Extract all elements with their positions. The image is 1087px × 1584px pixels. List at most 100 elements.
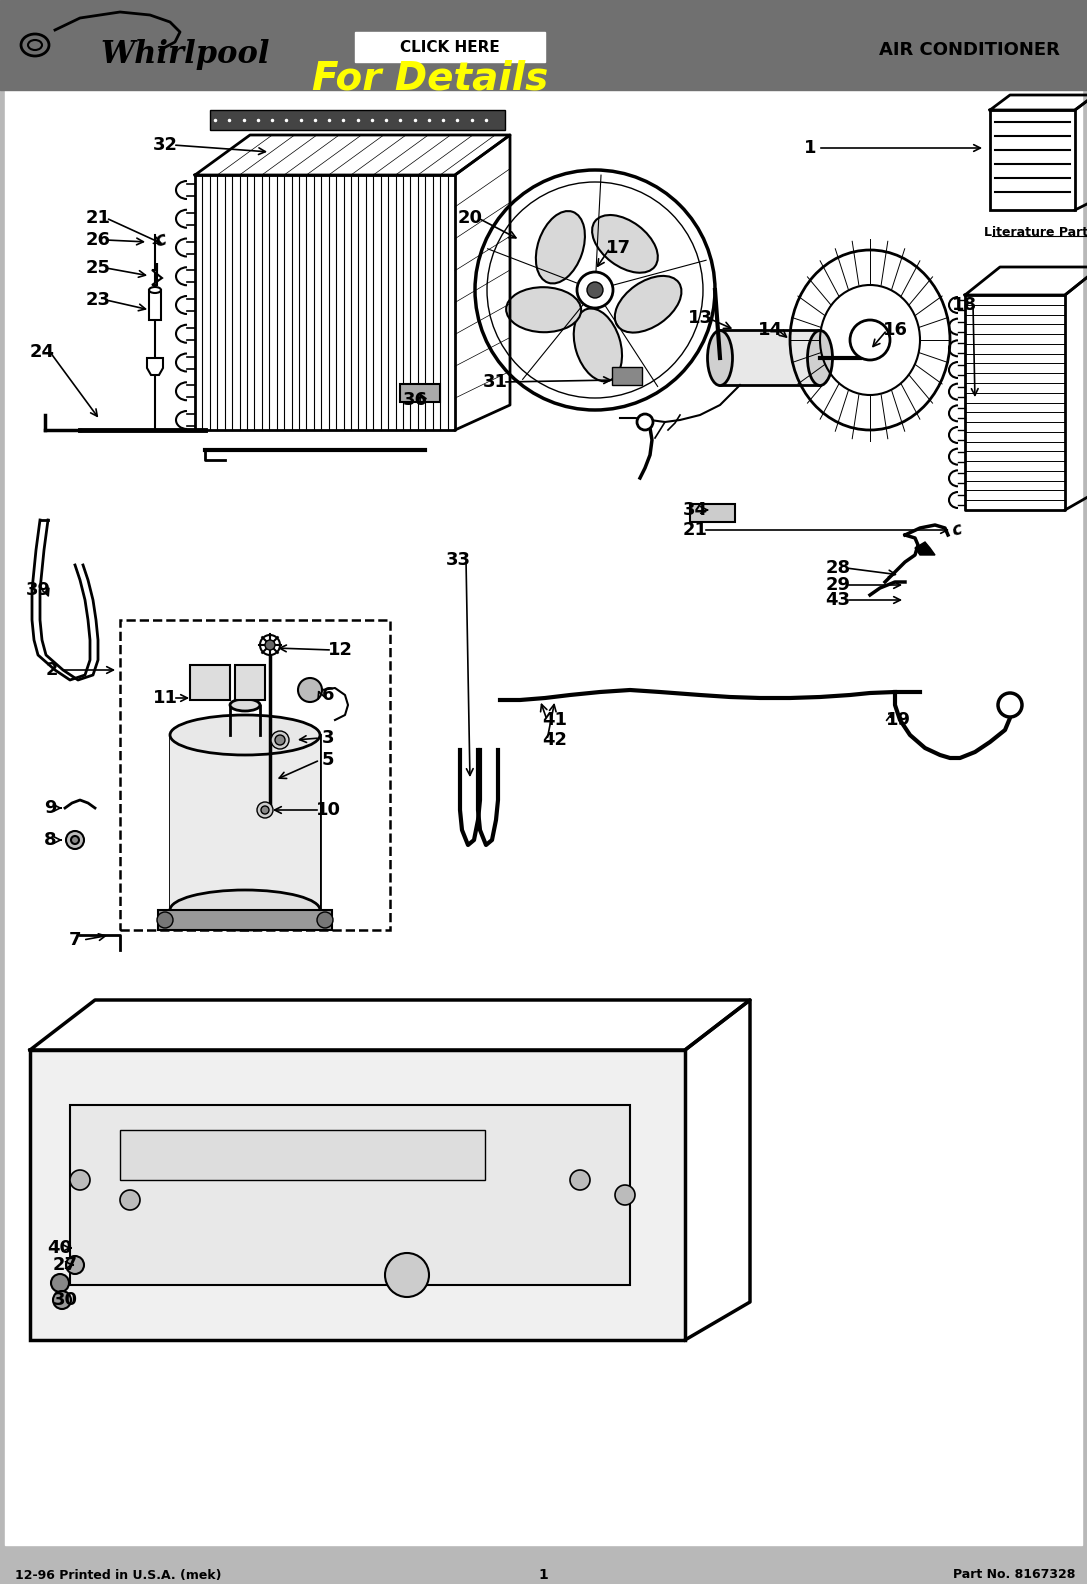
- Bar: [690, 504, 735, 523]
- Text: 3: 3: [322, 729, 334, 748]
- Circle shape: [587, 282, 603, 298]
- Circle shape: [157, 912, 173, 928]
- Text: 7: 7: [68, 931, 82, 949]
- Text: 32: 32: [152, 136, 177, 154]
- Circle shape: [570, 1171, 590, 1190]
- Circle shape: [850, 320, 890, 360]
- Text: 5: 5: [322, 751, 334, 768]
- Bar: [190, 665, 230, 700]
- Bar: [612, 367, 642, 385]
- Bar: [120, 619, 390, 930]
- Circle shape: [261, 806, 268, 814]
- Circle shape: [66, 1256, 84, 1274]
- Text: 6: 6: [322, 686, 334, 703]
- Text: 21: 21: [86, 209, 111, 227]
- Circle shape: [66, 832, 84, 849]
- Text: AIR CONDITIONER: AIR CONDITIONER: [879, 41, 1060, 59]
- Text: 24: 24: [29, 344, 54, 361]
- Ellipse shape: [574, 309, 622, 382]
- Text: 43: 43: [825, 591, 850, 608]
- Bar: [158, 909, 332, 930]
- Bar: [70, 1106, 630, 1285]
- Text: 1: 1: [538, 1568, 548, 1582]
- Ellipse shape: [170, 714, 320, 756]
- Text: 23: 23: [86, 291, 111, 309]
- Bar: [720, 329, 820, 385]
- Text: 19: 19: [886, 711, 911, 729]
- Polygon shape: [210, 109, 505, 130]
- Text: 26: 26: [86, 231, 111, 249]
- Circle shape: [265, 640, 275, 649]
- Text: 27: 27: [52, 1256, 77, 1274]
- Text: 13: 13: [687, 309, 712, 326]
- Circle shape: [71, 836, 79, 844]
- Text: 40: 40: [48, 1239, 73, 1258]
- Text: 21: 21: [683, 521, 708, 539]
- Polygon shape: [147, 358, 163, 375]
- Text: c: c: [950, 520, 964, 540]
- Circle shape: [637, 413, 653, 429]
- Bar: [355, 32, 545, 62]
- Text: UNIT PARTS: UNIT PARTS: [370, 35, 471, 49]
- Text: 42: 42: [542, 730, 567, 749]
- Ellipse shape: [808, 331, 833, 385]
- Text: 34: 34: [683, 501, 708, 520]
- Ellipse shape: [230, 699, 260, 711]
- Ellipse shape: [536, 211, 585, 284]
- Circle shape: [998, 694, 1022, 718]
- Circle shape: [70, 1171, 90, 1190]
- Bar: [990, 109, 1075, 211]
- Ellipse shape: [615, 276, 682, 333]
- Circle shape: [260, 635, 280, 656]
- Ellipse shape: [708, 331, 733, 385]
- Text: 17: 17: [605, 239, 630, 257]
- Bar: [30, 1050, 685, 1340]
- Text: 25: 25: [86, 260, 111, 277]
- Circle shape: [51, 1274, 68, 1293]
- Circle shape: [275, 735, 285, 744]
- Bar: [170, 735, 320, 909]
- Text: 14: 14: [758, 322, 783, 339]
- Circle shape: [385, 1253, 429, 1297]
- Circle shape: [271, 730, 289, 749]
- Text: 12-96 Printed in U.S.A. (mek): 12-96 Printed in U.S.A. (mek): [15, 1568, 222, 1581]
- Text: 18: 18: [952, 296, 977, 314]
- Text: 1: 1: [803, 139, 816, 157]
- Text: 8: 8: [43, 832, 57, 849]
- Text: 36: 36: [402, 391, 427, 409]
- Ellipse shape: [149, 287, 161, 293]
- Circle shape: [257, 802, 273, 817]
- Text: 28: 28: [825, 559, 850, 577]
- Bar: [0, 0, 1087, 90]
- Circle shape: [298, 678, 322, 702]
- Bar: [400, 383, 440, 402]
- Text: 33: 33: [446, 551, 471, 569]
- Text: 9: 9: [43, 798, 57, 817]
- Text: 39: 39: [25, 581, 50, 599]
- Text: 12: 12: [327, 642, 352, 659]
- Ellipse shape: [592, 215, 658, 272]
- Polygon shape: [152, 263, 162, 285]
- Circle shape: [615, 1185, 635, 1205]
- Text: CLICK HERE: CLICK HERE: [400, 40, 500, 54]
- Bar: [149, 290, 161, 320]
- Text: 20: 20: [458, 209, 483, 227]
- Text: c: c: [152, 230, 168, 250]
- Circle shape: [317, 912, 333, 928]
- Bar: [120, 1129, 485, 1180]
- Circle shape: [120, 1190, 140, 1210]
- Text: For Details: For Details: [312, 59, 548, 97]
- Text: Part No. 8167328: Part No. 8167328: [952, 1568, 1075, 1581]
- Text: 30: 30: [52, 1291, 77, 1308]
- Text: 2: 2: [46, 661, 59, 680]
- Polygon shape: [915, 542, 935, 554]
- Text: 41: 41: [542, 711, 567, 729]
- Text: 31: 31: [483, 372, 508, 391]
- Text: 29: 29: [825, 577, 850, 594]
- Text: Whirlpool: Whirlpool: [100, 40, 270, 71]
- Text: 16: 16: [883, 322, 908, 339]
- Text: 10: 10: [315, 802, 340, 819]
- Text: Literature Parts: Literature Parts: [984, 225, 1087, 239]
- Ellipse shape: [170, 890, 320, 930]
- Circle shape: [577, 272, 613, 307]
